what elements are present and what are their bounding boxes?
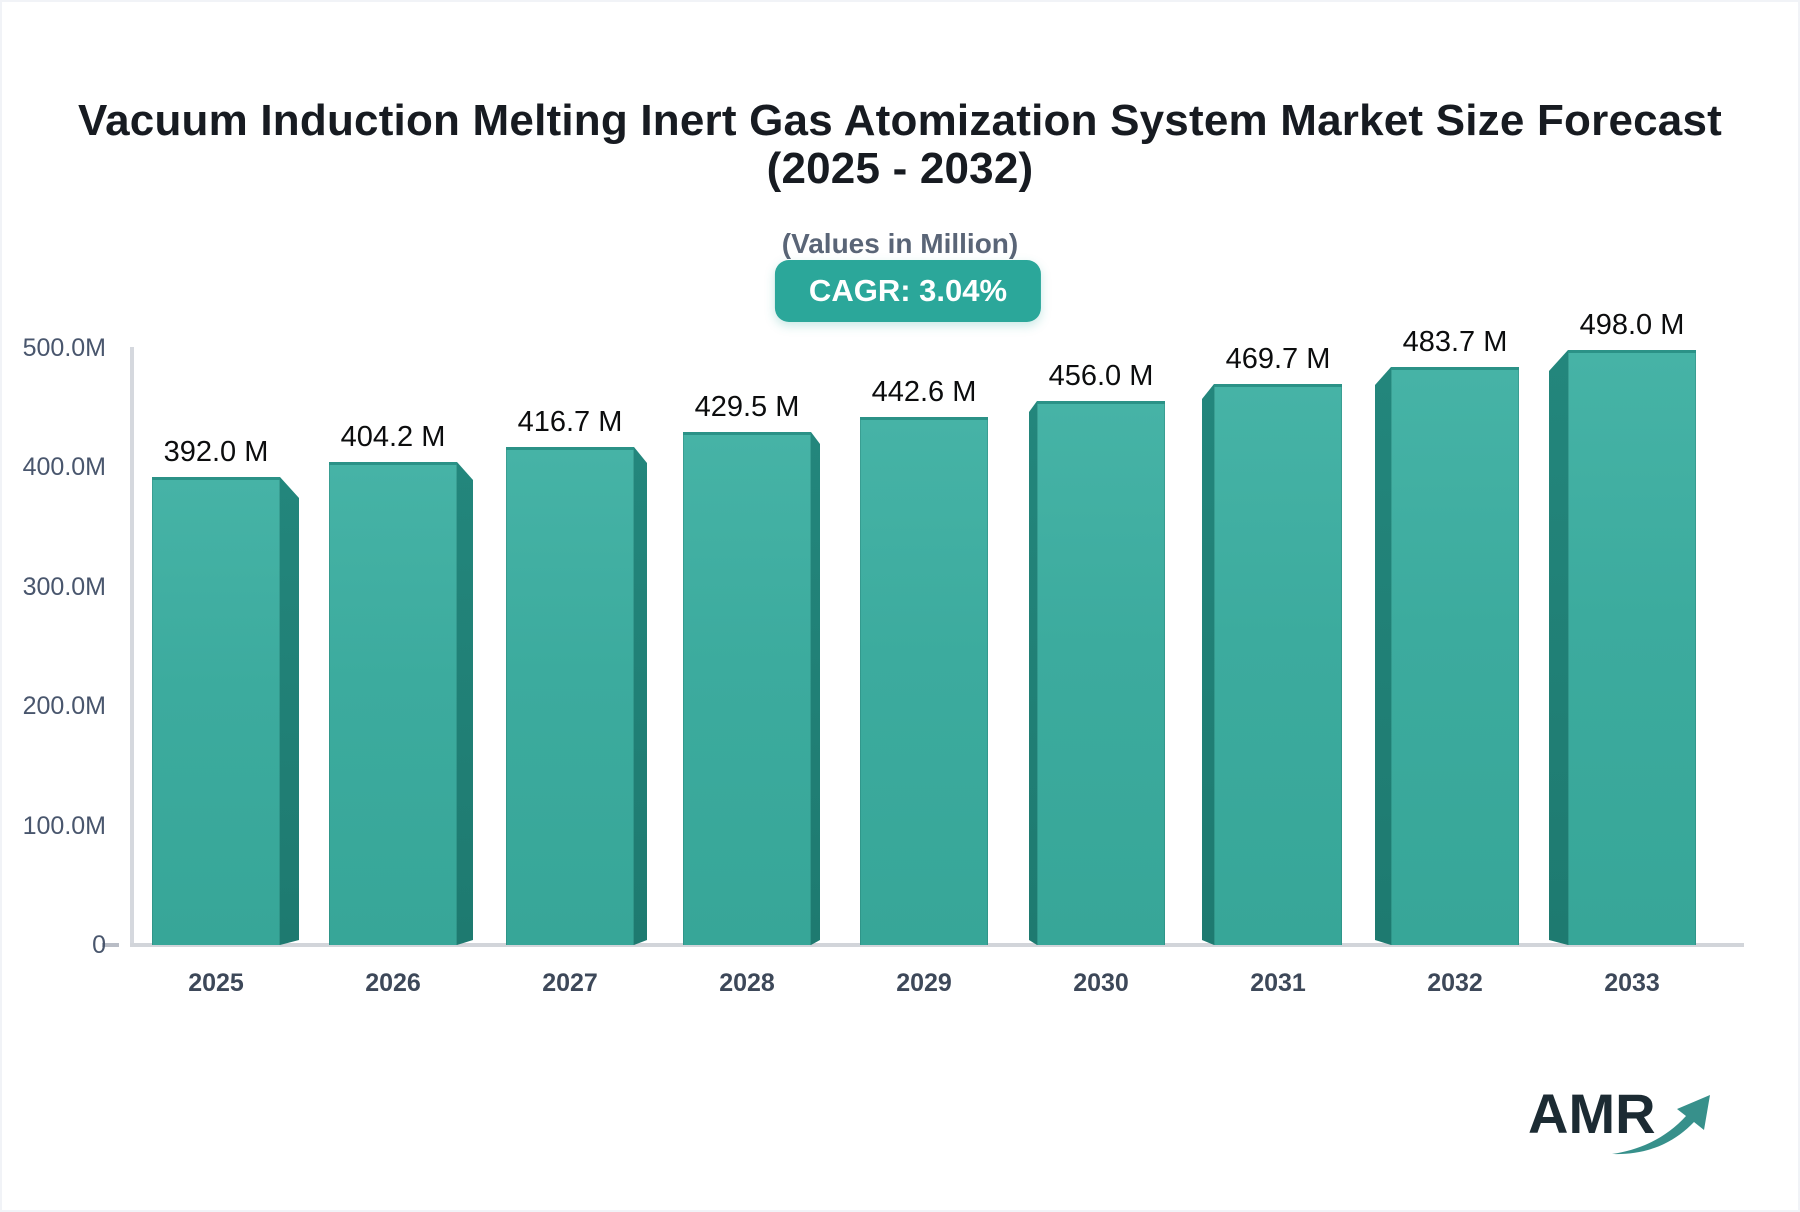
bar-side-face xyxy=(1029,401,1037,945)
bar-2027 xyxy=(506,447,634,945)
x-tick-label-2031: 2031 xyxy=(1250,969,1306,997)
x-tick-label-2033: 2033 xyxy=(1604,969,1660,997)
x-tick-label-2026: 2026 xyxy=(365,969,421,997)
bar-value-label: 498.0 M xyxy=(1579,309,1685,341)
cagr-badge: CAGR: 3.04% xyxy=(774,260,1042,322)
y-tick-label: 400.0M xyxy=(22,453,106,481)
bar-value-label: 456.0 M xyxy=(1048,360,1154,392)
growth-arrow-icon xyxy=(1612,1095,1710,1155)
bar-value-label: 442.6 M xyxy=(871,376,977,408)
y-tick-label: 0 xyxy=(92,931,106,959)
bar-side-face xyxy=(1202,384,1214,945)
bar-side-face xyxy=(280,477,299,945)
chart-subtitle: (Values in Million) xyxy=(781,228,1019,259)
bar-2033 xyxy=(1568,350,1696,945)
x-tick-label-2027: 2027 xyxy=(542,969,598,997)
bar-2030 xyxy=(1037,401,1165,945)
bar-side-face xyxy=(634,447,647,945)
bar-value-label: 404.2 M xyxy=(340,421,446,453)
bar-side-face xyxy=(1375,367,1391,945)
chart-title-line2: (2025 - 2032) xyxy=(766,144,1034,193)
bar-side-face xyxy=(1549,350,1568,945)
bar-2031 xyxy=(1214,384,1342,945)
bar-2029 xyxy=(860,417,988,945)
x-tick-label-2029: 2029 xyxy=(896,969,952,997)
bar-value-label: 429.5 M xyxy=(694,391,800,423)
amr-logo-text: AMR xyxy=(1528,1082,1656,1145)
x-axis-line xyxy=(130,943,1744,947)
bar-value-label: 392.0 M xyxy=(163,436,269,468)
bar-value-label: 483.7 M xyxy=(1402,326,1508,358)
chart-title-line1: Vacuum Induction Melting Inert Gas Atomi… xyxy=(78,96,1722,145)
y-tick-label: 500.0M xyxy=(22,334,106,362)
zero-tick-mark xyxy=(102,943,119,947)
bar-value-label: 469.7 M xyxy=(1225,343,1331,375)
bar-side-face xyxy=(457,462,473,945)
bar-2032 xyxy=(1391,367,1519,945)
x-tick-label-2028: 2028 xyxy=(719,969,775,997)
bar-value-label: 416.7 M xyxy=(517,406,623,438)
y-tick-label: 100.0M xyxy=(22,812,106,840)
amr-logo: AMR xyxy=(1528,1084,1728,1168)
x-tick-label-2030: 2030 xyxy=(1073,969,1129,997)
y-tick-label: 300.0M xyxy=(22,573,106,601)
x-tick-label-2025: 2025 xyxy=(188,969,244,997)
x-tick-label-2032: 2032 xyxy=(1427,969,1483,997)
bar-side-face xyxy=(811,432,820,945)
y-tick-label: 200.0M xyxy=(22,692,106,720)
y-axis-line xyxy=(130,347,134,947)
bar-2026 xyxy=(329,462,457,945)
bar-2025 xyxy=(152,477,280,945)
bar-2028 xyxy=(683,432,811,945)
